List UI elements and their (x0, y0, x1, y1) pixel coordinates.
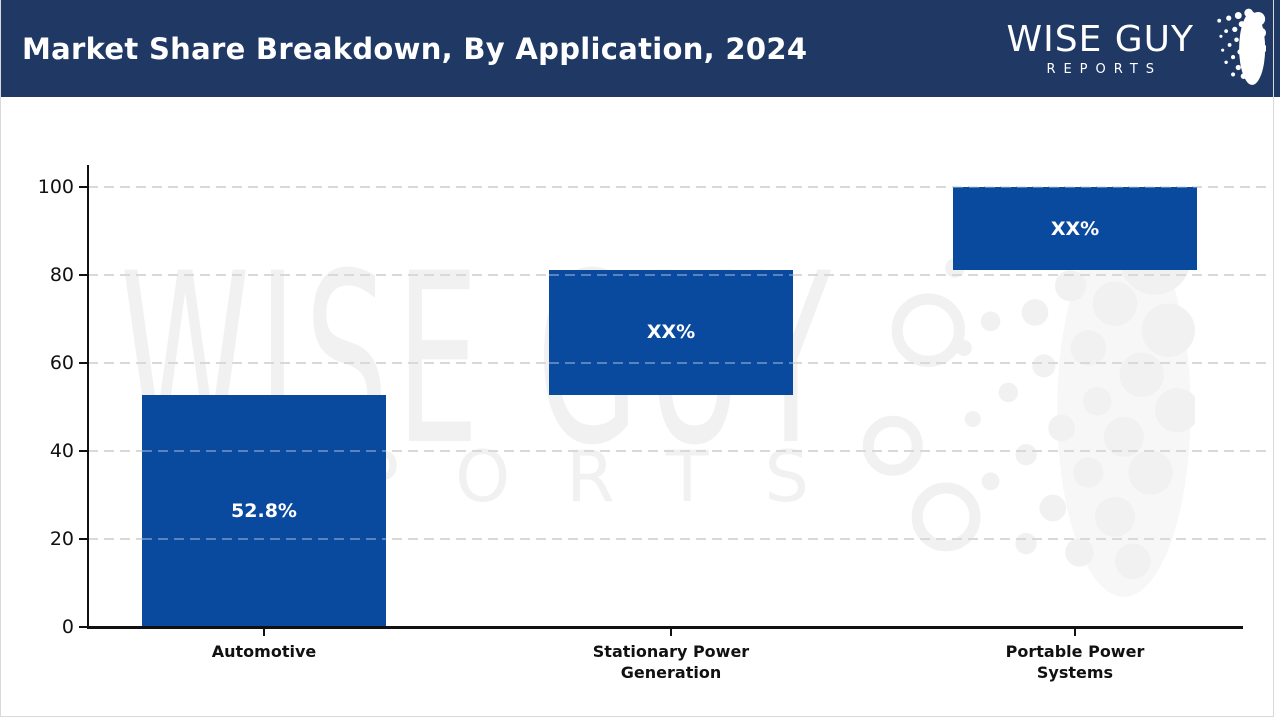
logo-text: WISE GUY REPORTS (1007, 19, 1195, 77)
y-axis-tick-label-20: 20 (49, 528, 74, 550)
y-tick-mark-100 (79, 186, 88, 188)
logo-subtitle: REPORTS (1046, 62, 1163, 77)
bar-segment-automotive (142, 394, 386, 627)
gridline-overlay-80 (549, 274, 793, 276)
y-axis-tick-label-60: 60 (49, 352, 74, 374)
logo-face-icon (1217, 8, 1266, 85)
gridline-overlay-40 (142, 450, 386, 452)
x-tick-mark-portable-power-systems (1074, 628, 1076, 636)
bar-value-label-stationary-power-generation: XX% (646, 321, 696, 344)
y-axis-tick-label-40: 40 (49, 440, 74, 462)
y-axis-tick-label-80: 80 (49, 264, 74, 286)
gridline-overlay-100 (953, 186, 1197, 188)
y-tick-mark-40 (79, 450, 88, 452)
gridline-20 (88, 538, 1268, 540)
x-category-label-automotive: Automotive (211, 642, 317, 661)
y-tick-mark-80 (79, 274, 88, 276)
logo-wordmark: WISE GUY (1006, 19, 1194, 60)
chart-title: Market Share Breakdown, By Application, … (22, 31, 808, 66)
y-tick-mark-0 (79, 626, 88, 628)
wise-guy-reports-logo: WISE GUY REPORTS (1007, 5, 1266, 91)
bar-segment-portable-power-systems (953, 187, 1197, 271)
report-header: Market Share Breakdown, By Application, … (0, 0, 1280, 97)
y-tick-mark-20 (79, 538, 88, 540)
gridline-100 (88, 186, 1268, 188)
y-axis-tick-label-0: 0 (61, 616, 74, 638)
x-category-label-stationary-power-generation: Stationary Power Generation (592, 642, 750, 682)
y-tick-mark-60 (79, 362, 88, 364)
x-axis (87, 626, 1243, 629)
y-axis-tick-label-100: 100 (37, 176, 74, 198)
x-category-label-portable-power-systems: Portable Power Systems (1005, 642, 1145, 682)
x-tick-mark-stationary-power-generation (670, 628, 672, 636)
gridline-40 (88, 450, 1268, 452)
x-tick-mark-automotive (263, 628, 265, 636)
gridline-overlay-20 (142, 538, 386, 540)
bar-segment-stationary-power-generation (549, 270, 793, 395)
gridline-overlay-60 (549, 362, 793, 364)
bar-value-label-portable-power-systems: XX% (1050, 217, 1100, 240)
bar-value-label-automotive: 52.8% (231, 499, 297, 522)
y-axis (87, 165, 89, 629)
